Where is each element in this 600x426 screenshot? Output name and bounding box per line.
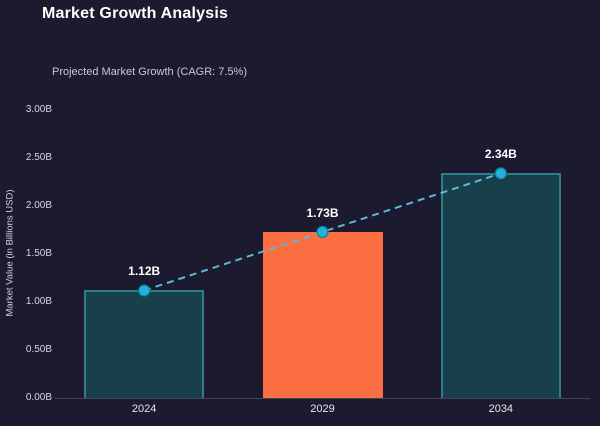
y-tick-label: 0.50B [25,344,52,355]
bar-value-label: 1.12B [128,264,161,279]
bar-value-label: 1.73B [306,205,339,220]
y-tick-label: 3.00B [25,104,52,115]
data-point-marker [138,284,151,297]
chart-title: Market Growth Analysis [42,5,229,22]
y-axis-title: Market Value (in Billions USD) [4,189,16,317]
data-point-marker [494,167,507,180]
bar-2029 [262,231,383,398]
x-tick-label: 2024 [131,403,157,415]
bar-2034 [440,173,561,398]
y-tick-label: 1.00B [25,296,52,307]
x-tick-label: 2034 [488,403,514,415]
trend-line [143,172,502,292]
y-tick-label: 2.50B [25,152,52,163]
x-axis-line [55,398,590,399]
y-tick-label: 2.00B [25,200,52,211]
chart-subtitle: Projected Market Growth (CAGR: 7.5%) [52,66,248,78]
y-tick-label: 1.50B [25,248,52,259]
bar-value-label: 2.34B [484,147,517,162]
bar-2024 [84,290,205,398]
x-tick-label: 2029 [310,403,335,415]
data-point-marker [316,225,329,239]
y-tick-label: 0.00B [25,392,52,403]
